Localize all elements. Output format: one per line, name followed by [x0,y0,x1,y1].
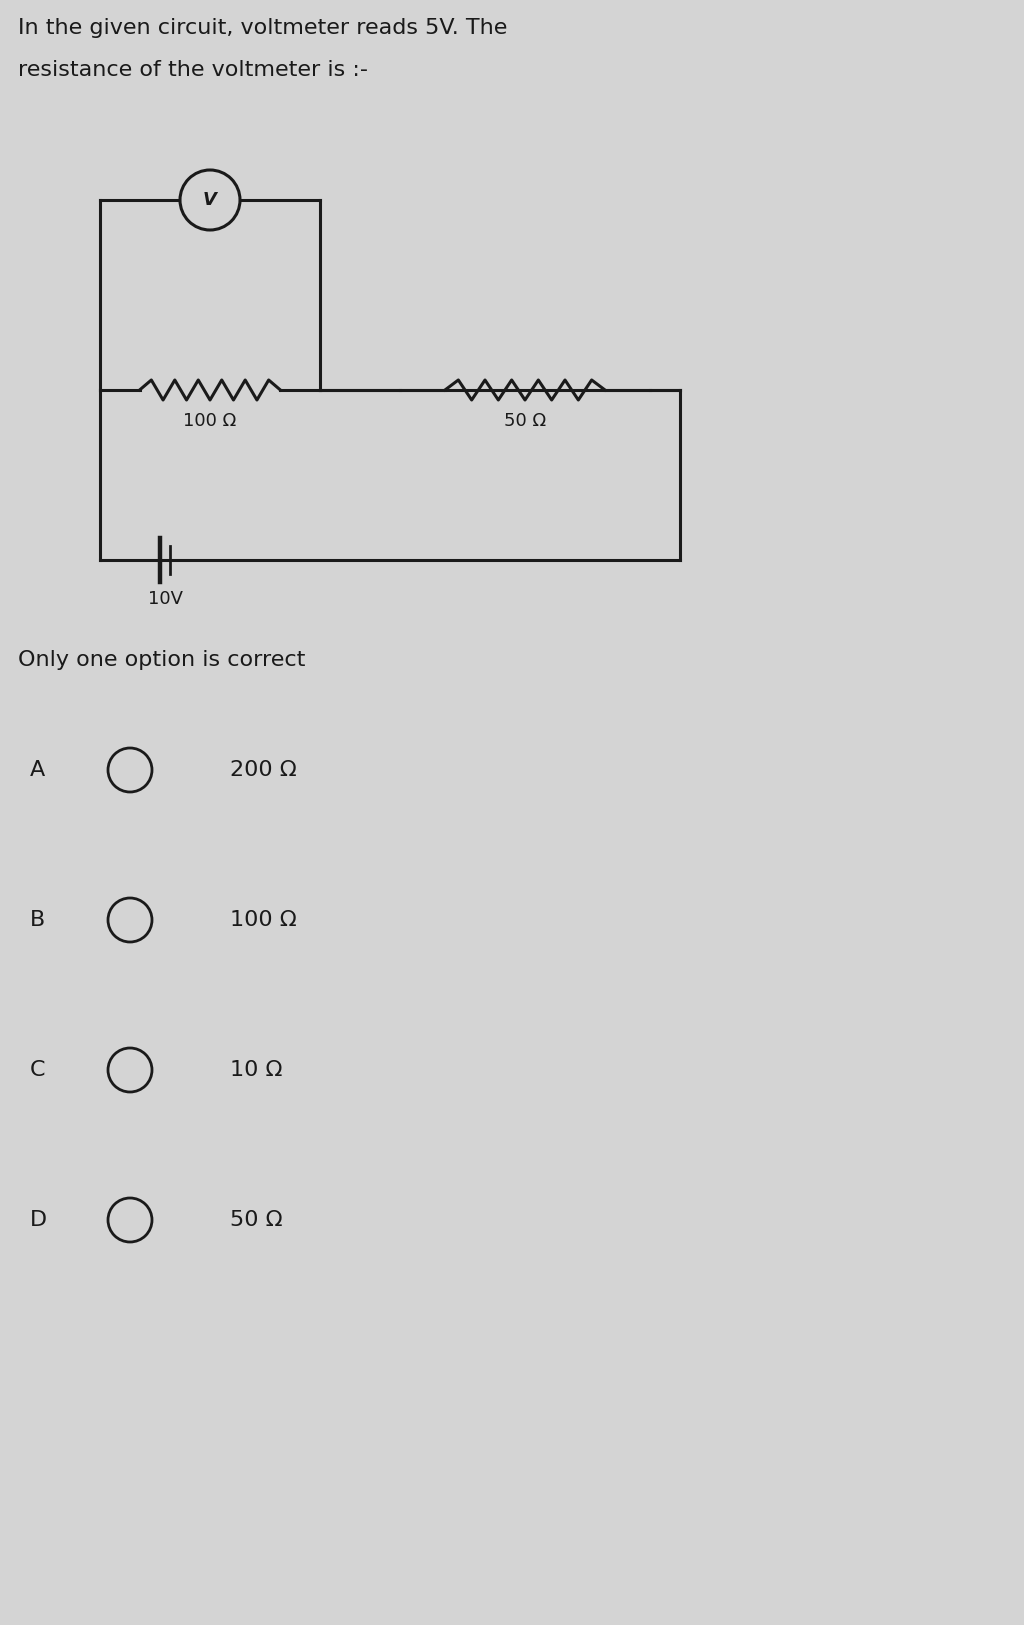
Text: C: C [30,1060,45,1081]
Text: B: B [30,910,45,930]
Circle shape [180,171,240,231]
Text: In the given circuit, voltmeter reads 5V. The: In the given circuit, voltmeter reads 5V… [18,18,507,37]
Text: Only one option is correct: Only one option is correct [18,650,305,669]
Text: resistance of the voltmeter is :-: resistance of the voltmeter is :- [18,60,368,80]
Text: 10V: 10V [147,590,182,608]
Text: 100 Ω: 100 Ω [183,413,237,431]
Text: D: D [30,1211,47,1230]
Text: 200 Ω: 200 Ω [230,760,297,780]
Text: 50 Ω: 50 Ω [230,1211,283,1230]
Text: A: A [30,760,45,780]
Text: 50 Ω: 50 Ω [504,413,546,431]
Text: V: V [203,192,217,210]
Text: 10 Ω: 10 Ω [230,1060,283,1081]
Text: 100 Ω: 100 Ω [230,910,297,930]
